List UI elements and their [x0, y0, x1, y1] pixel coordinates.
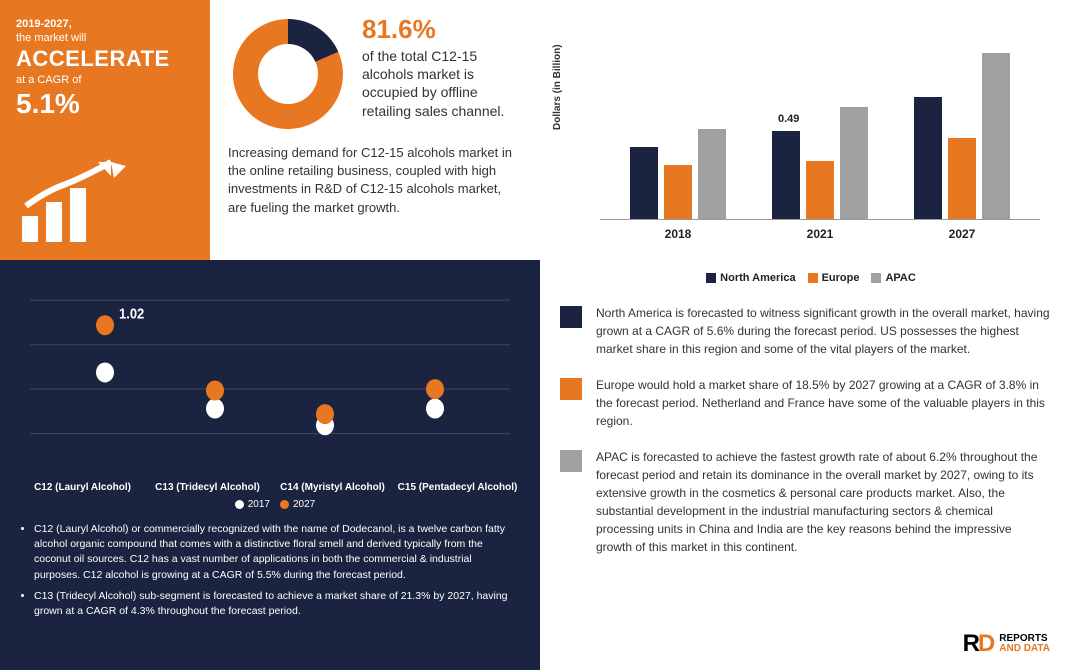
cagr-label: at a CAGR of — [16, 74, 194, 86]
svg-text:1.02: 1.02 — [119, 306, 145, 322]
bar-ylabel: Dollars (in Billion) — [552, 44, 563, 130]
growth-chart-icon — [16, 156, 136, 246]
scatter-section: 1.02 C12 (Lauryl Alcohol)C13 (Tridecyl A… — [0, 260, 540, 670]
bar-xlabel: 2021 — [807, 227, 834, 241]
bar — [698, 129, 726, 219]
cagr-value: 5.1% — [16, 88, 194, 120]
bar-group: 2021 — [772, 107, 868, 219]
bar — [948, 138, 976, 219]
bar — [914, 97, 942, 219]
scatter-category-label: C12 (Lauryl Alcohol) — [20, 482, 145, 493]
scatter-bullet: C12 (Lauryl Alcohol) or commercially rec… — [34, 522, 520, 583]
logo: RD REPORTS AND DATA — [963, 630, 1050, 658]
scatter-category-label: C14 (Myristyl Alcohol) — [270, 482, 395, 493]
region-color-icon — [560, 450, 582, 472]
region-color-icon — [560, 378, 582, 400]
bar — [840, 107, 868, 219]
region-item: Europe would hold a market share of 18.5… — [560, 376, 1050, 430]
bar — [982, 53, 1010, 219]
donut-chart — [228, 14, 348, 134]
donut-description: of the total C12-15 alcohols market is o… — [362, 47, 522, 120]
region-list: North America is forecasted to witness s… — [560, 304, 1050, 574]
bar-legend: North AmericaEuropeAPAC — [560, 272, 1050, 284]
scatter-category-label: C15 (Pentadecyl Alcohol) — [395, 482, 520, 493]
logo-line2: AND DATA — [999, 644, 1050, 654]
accelerate-headline: ACCELERATE — [16, 46, 194, 72]
scatter-bullet: C13 (Tridecyl Alcohol) sub-segment is fo… — [34, 589, 520, 619]
scatter-category-label: C13 (Tridecyl Alcohol) — [145, 482, 270, 493]
period-text: 2019-2027, — [16, 18, 194, 30]
bar — [664, 165, 692, 219]
region-text: APAC is forecasted to achieve the fastes… — [596, 448, 1050, 556]
market-will-text: the market will — [16, 32, 194, 44]
region-item: APAC is forecasted to achieve the fastes… — [560, 448, 1050, 556]
region-item: North America is forecasted to witness s… — [560, 304, 1050, 358]
region-color-icon — [560, 306, 582, 328]
region-text: North America is forecasted to witness s… — [596, 304, 1050, 358]
scatter-bullets: C12 (Lauryl Alcohol) or commercially rec… — [20, 522, 520, 625]
bar-group: 2027 — [914, 53, 1010, 219]
bar-group: 2018 — [630, 129, 726, 219]
bar — [630, 147, 658, 219]
donut-section: 81.6% of the total C12-15 alcohols marke… — [210, 0, 540, 260]
logo-mark-icon: RD — [963, 630, 994, 658]
region-text: Europe would hold a market share of 18.5… — [596, 376, 1050, 430]
bar-xlabel: 2027 — [949, 227, 976, 241]
accelerate-card: 2019-2027, the market will ACCELERATE at… — [0, 0, 210, 260]
donut-percent: 81.6% — [362, 14, 522, 45]
scatter-legend: 20172027 — [20, 499, 520, 510]
donut-body-text: Increasing demand for C12-15 alcohols ma… — [228, 144, 522, 217]
bar-xlabel: 2018 — [665, 227, 692, 241]
scatter-chart: 1.02 — [20, 278, 520, 478]
bar-chart: Dollars (in Billion) 20180.4920212027 — [560, 30, 1050, 270]
bar — [806, 161, 834, 219]
bar — [772, 131, 800, 219]
